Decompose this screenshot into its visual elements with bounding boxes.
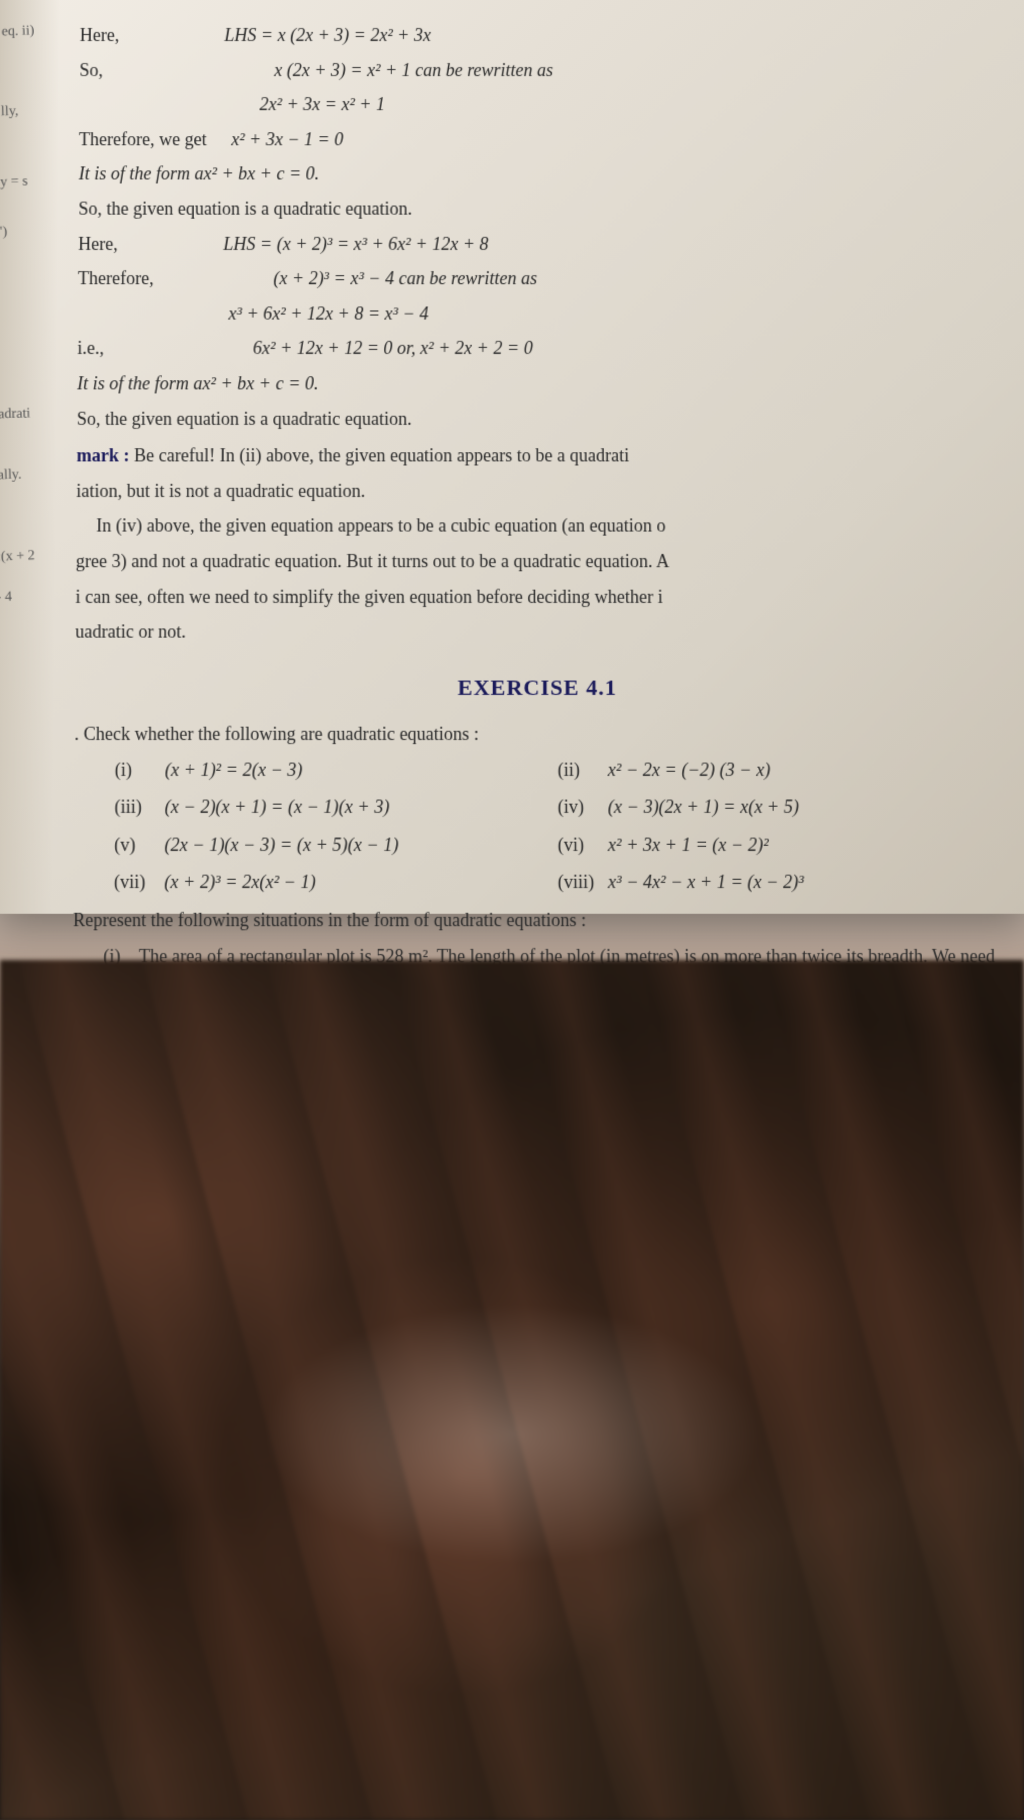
background-fabric (0, 960, 1024, 1820)
item-number: (viii) (558, 867, 604, 899)
solution-line: Therefore, we get x² + 3x − 1 = 0 (79, 124, 995, 155)
equation: (x + 2)³ = 2x(x² − 1) (164, 872, 316, 893)
item-number: (vi) (558, 829, 604, 860)
item-number: (v) (114, 829, 160, 860)
solution-line: So, the given equation is a quadratic eq… (78, 194, 996, 225)
solution-line: So, x (2x + 3) = x² + 1 can be rewritten… (79, 55, 994, 86)
margin-note: y = s (0, 170, 28, 195)
solution-line: i.e., 6x² + 12x + 12 = 0 or, x² + 2x + 2… (77, 333, 997, 364)
therefore-label: Therefore, we get (79, 129, 207, 149)
margin-note: ') (0, 221, 7, 245)
equation: x³ − 4x² − x + 1 = (x − 2)³ (608, 872, 804, 893)
list-item: (i) (x + 1)² = 2(x − 3) (115, 754, 558, 785)
remark-label: mark : (76, 445, 129, 465)
conclusion-text: So, the given equation is a quadratic eq… (78, 199, 412, 219)
list-item: (v) (2x − 1)(x − 3) = (x + 5)(x − 1) (114, 829, 558, 860)
equation: LHS = (x + 2)³ = x³ + 6x² + 12x + 8 (223, 233, 488, 253)
remark-line: In (iv) above, the given equation appear… (76, 511, 999, 542)
item-number: (i) (115, 754, 161, 785)
remark-block: mark : Be careful! In (ii) above, the gi… (76, 440, 998, 471)
remark-line: i can see, often we need to simplify the… (75, 581, 999, 612)
therefore-label: Therefore, (78, 263, 219, 294)
solution-line: It is of the form ax² + bx + c = 0. (79, 159, 996, 190)
solution-line: It is of the form ax² + bx + c = 0. (77, 368, 997, 399)
remark-line: gree 3) and not a quadratic equation. Bu… (76, 546, 999, 577)
item-number: (vii) (114, 867, 160, 899)
list-row: (iii) (x − 2)(x + 1) = (x − 1)(x + 3) (i… (114, 792, 1001, 823)
equation: (x − 3)(2x + 1) = x(x + 5) (608, 797, 799, 818)
margin-note: lly, (1, 100, 19, 124)
equation: x² + 3x + 1 = (x − 2)² (608, 834, 769, 855)
solution-line: Therefore, (x + 2)³ = x³ − 4 can be rewr… (78, 263, 997, 294)
equation: 2x² + 3x = x² + 1 (259, 94, 384, 114)
equation: x² − 2x = (−2) (3 − x) (608, 759, 771, 780)
here-label: Here, (78, 228, 219, 259)
equation: x² + 3x − 1 = 0 (211, 129, 343, 149)
list-row: (v) (2x − 1)(x − 3) = (x + 5)(x − 1) (vi… (114, 829, 1001, 860)
equation: (x + 1)² = 2(x − 3) (165, 759, 303, 780)
equation: (2x − 1)(x − 3) = (x + 5)(x − 1) (164, 834, 398, 855)
solution-line: 2x² + 3x = x² + 1 (79, 89, 995, 120)
equation: LHS = x (2x + 3) = 2x² + 3x (224, 25, 431, 45)
margin-note: eq. ii) (1, 19, 34, 44)
equation: (x − 2)(x + 1) = (x − 1)(x + 3) (165, 797, 390, 818)
list-item: (vi) x² + 3x + 1 = (x − 2)² (558, 829, 1002, 860)
equation: 6x² + 12x + 12 = 0 or, x² + 2x + 2 = 0 (223, 338, 533, 358)
list-row: (i) (x + 1)² = 2(x − 3) (ii) x² − 2x = (… (115, 754, 1001, 785)
solution-line: Here, LHS = x (2x + 3) = 2x² + 3x (80, 20, 995, 51)
remark-line: iation, but it is not a quadratic equati… (76, 475, 998, 506)
list-item: (vii) (x + 2)³ = 2x(x² − 1) (114, 867, 558, 899)
question-text: . Check whether the following are quadra… (74, 719, 1000, 750)
margin-note: - 4 (0, 585, 12, 610)
margin-note: adrati (0, 402, 31, 427)
exercise-list: (i) (x + 1)² = 2(x − 3) (ii) x² − 2x = (… (114, 754, 1002, 898)
equation: x³ + 6x² + 12x + 8 = x³ − 4 (228, 303, 428, 323)
ie-label: i.e., (77, 333, 218, 364)
conclusion-text: So, the given equation is a quadratic eq… (77, 408, 412, 428)
equation: (x + 2)³ = x³ − 4 can be rewritten as (223, 268, 537, 288)
list-item: (iv) (x − 3)(2x + 1) = x(x + 5) (558, 792, 1001, 823)
list-row: (vii) (x + 2)³ = 2x(x² − 1) (viii) x³ − … (114, 867, 1002, 899)
item-number: (iii) (114, 792, 160, 823)
item-number: (iv) (558, 792, 604, 823)
list-item: (viii) x³ − 4x² − x + 1 = (x − 2)³ (558, 867, 1002, 899)
item-number: (ii) (558, 754, 604, 785)
equation: x (2x + 3) = x² + 1 can be rewritten as (224, 60, 553, 80)
remark-text: Be careful! In (ii) above, the given equ… (134, 445, 629, 465)
margin-note: ally. (0, 463, 22, 488)
margin-note: :(x + 2 (0, 544, 35, 570)
so-label: So, (79, 55, 219, 86)
form-text: It is of the form ax² + bx + c = 0. (79, 164, 320, 184)
list-item: (iii) (x − 2)(x + 1) = (x − 1)(x + 3) (114, 792, 557, 823)
solution-line: So, the given equation is a quadratic eq… (77, 403, 998, 434)
question-text: Represent the following situations in th… (73, 905, 1002, 937)
textbook-page: eq. ii) lly, y = s ') adrati ally. :(x +… (0, 0, 1024, 914)
here-label: Here, (80, 20, 220, 51)
remark-line: uadratic or not. (75, 616, 999, 647)
exercise-title: EXERCISE 4.1 (75, 668, 1000, 706)
solution-line: x³ + 6x² + 12x + 8 = x³ − 4 (78, 298, 997, 329)
form-text: It is of the form ax² + bx + c = 0. (77, 373, 319, 393)
list-item: (ii) x² − 2x = (−2) (3 − x) (558, 754, 1001, 785)
solution-line: Here, LHS = (x + 2)³ = x³ + 6x² + 12x + … (78, 228, 996, 259)
